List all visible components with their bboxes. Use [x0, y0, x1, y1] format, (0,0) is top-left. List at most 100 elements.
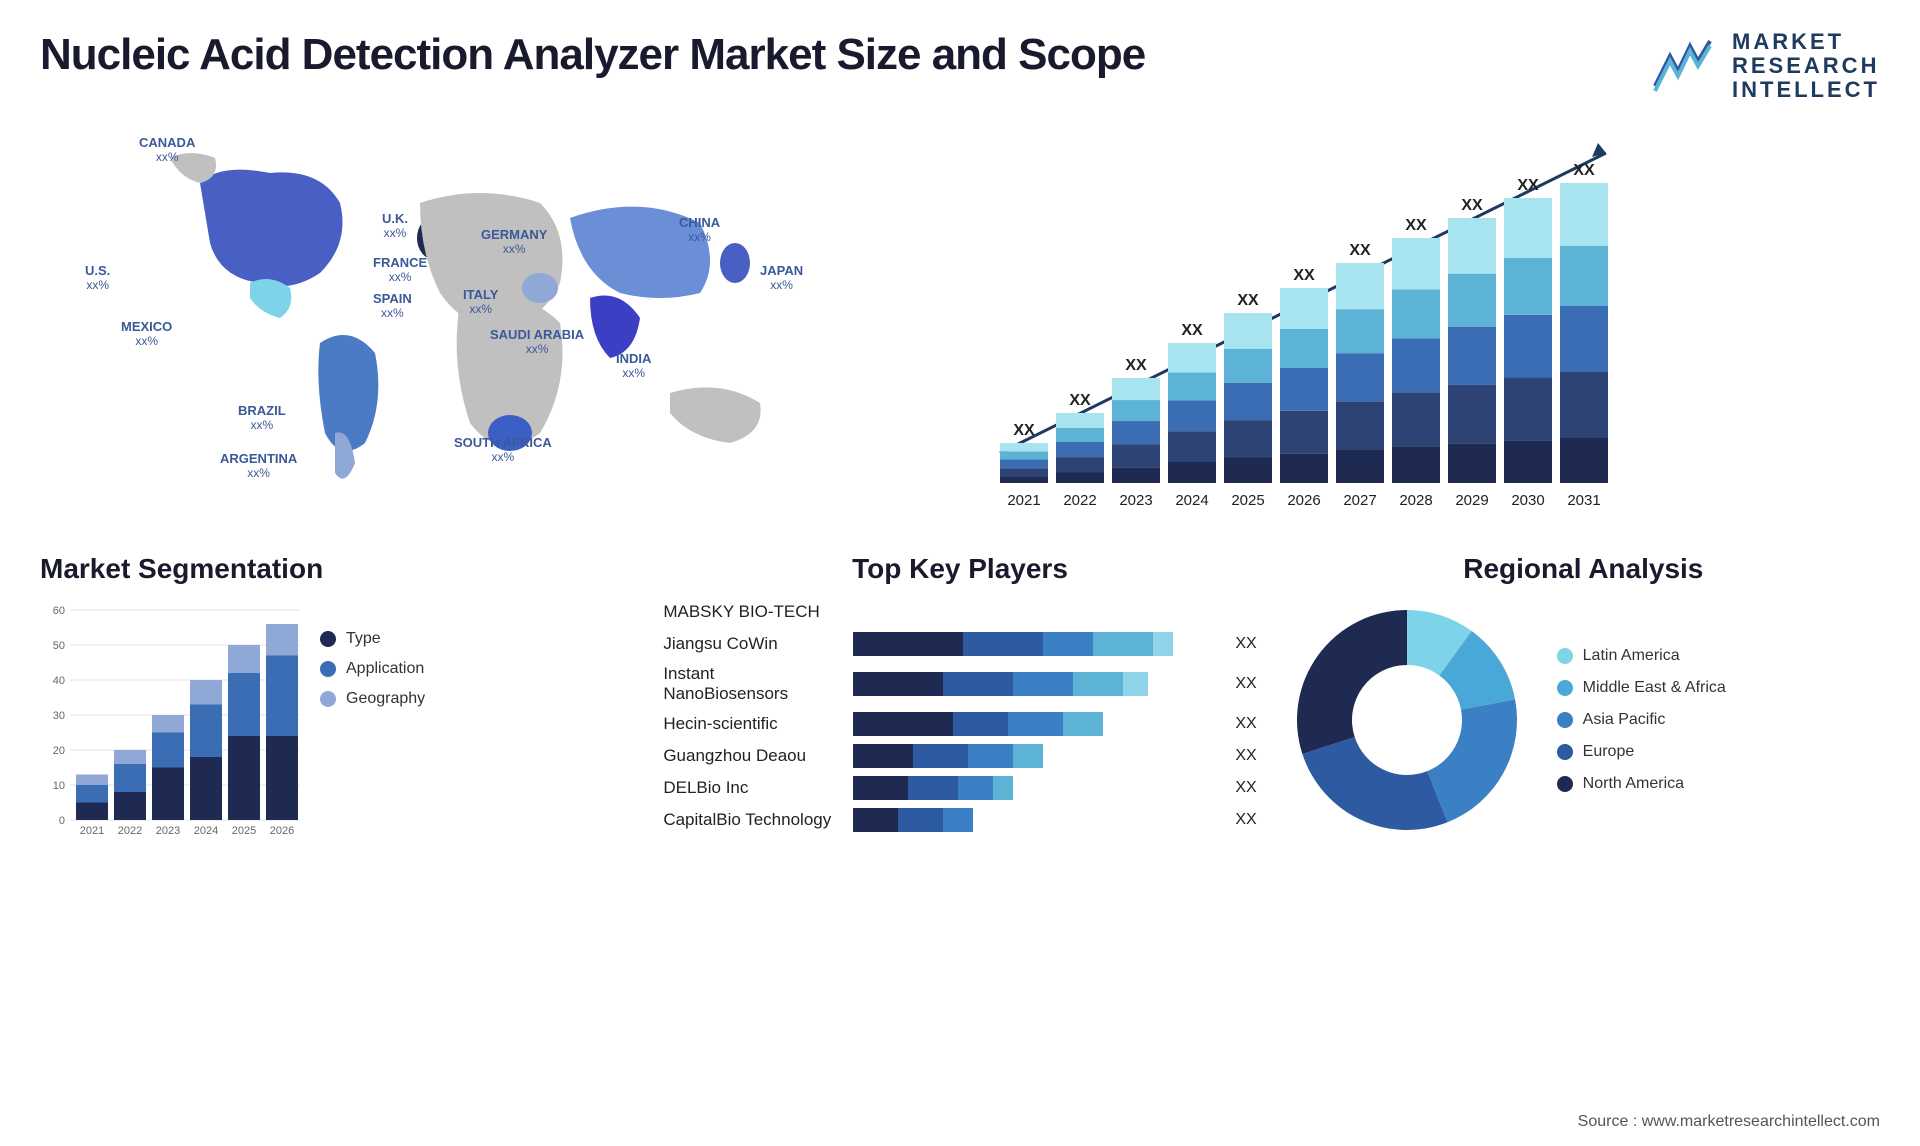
- legend-dot: [1557, 776, 1573, 792]
- growth-bar-label: XX: [1293, 267, 1315, 284]
- growth-bar-seg: [1504, 198, 1552, 258]
- legend-dot: [1557, 744, 1573, 760]
- growth-chart-svg: XX2021XX2022XX2023XX2024XX2025XX2026XX20…: [980, 123, 1640, 523]
- key-player-row: Guangzhou DeaouXX: [663, 744, 1256, 768]
- svg-text:2022: 2022: [118, 825, 142, 837]
- country-label: INDIAxx%: [616, 351, 651, 381]
- country-label: U.K.xx%: [382, 211, 408, 241]
- growth-bar-seg: [1448, 443, 1496, 483]
- growth-bar-seg: [1392, 392, 1440, 446]
- key-player-bar-seg: [853, 672, 943, 696]
- seg-bar: [76, 774, 108, 785]
- growth-year-label: 2021: [1007, 492, 1040, 509]
- country-label: U.S.xx%: [85, 263, 110, 293]
- key-player-bar-seg: [898, 808, 943, 832]
- growth-bar-seg: [1168, 372, 1216, 400]
- growth-bar-seg: [1504, 257, 1552, 314]
- growth-bar-seg: [1056, 413, 1104, 428]
- country-label: CHINAxx%: [679, 215, 720, 245]
- seg-bar: [114, 764, 146, 792]
- country-label: MEXICOxx%: [121, 319, 172, 349]
- donut-segment: [1427, 699, 1517, 822]
- page-title: Nucleic Acid Detection Analyzer Market S…: [40, 30, 1145, 80]
- key-player-name: CapitalBio Technology: [663, 810, 843, 830]
- key-player-bar-seg: [943, 672, 1013, 696]
- growth-bar-seg: [1336, 263, 1384, 309]
- key-player-bar: [853, 744, 1217, 768]
- country-label: JAPANxx%: [760, 263, 803, 293]
- key-player-bar-seg: [908, 776, 958, 800]
- map-us-south: [250, 279, 291, 318]
- regional-title: Regional Analysis: [1287, 553, 1880, 585]
- svg-text:20: 20: [53, 745, 65, 757]
- growth-bar-seg: [1280, 410, 1328, 453]
- key-players-title: Top Key Players: [663, 553, 1256, 585]
- growth-bar-seg: [1000, 451, 1048, 459]
- seg-bar: [266, 655, 298, 736]
- key-player-row: Instant NanoBiosensors XX: [663, 664, 1256, 704]
- key-player-bar-seg: [1093, 632, 1153, 656]
- seg-bar: [266, 624, 298, 656]
- svg-text:30: 30: [53, 710, 65, 722]
- country-label: SOUTH AFRICAxx%: [454, 435, 552, 465]
- seg-bar: [228, 673, 260, 736]
- key-player-bar-seg: [1063, 712, 1103, 736]
- key-player-bar-seg: [853, 632, 963, 656]
- key-player-bar-seg: [1013, 672, 1073, 696]
- country-label: ITALYxx%: [463, 287, 498, 317]
- regional-legend-item: North America: [1557, 775, 1726, 793]
- key-player-bar-seg: [853, 808, 898, 832]
- legend-label: Type: [346, 630, 381, 648]
- key-player-bar-seg: [958, 776, 993, 800]
- world-map-section: CANADAxx%U.S.xx%MEXICOxx%BRAZILxx%ARGENT…: [40, 123, 940, 523]
- growth-year-label: 2023: [1119, 492, 1152, 509]
- growth-bar-seg: [1224, 382, 1272, 419]
- key-player-bar-seg: [1043, 632, 1093, 656]
- key-player-bar-seg: [943, 808, 973, 832]
- svg-text:2021: 2021: [80, 825, 104, 837]
- seg-bar: [228, 645, 260, 673]
- growth-bar-label: XX: [1461, 197, 1483, 214]
- country-label: SPAINxx%: [373, 291, 412, 321]
- logo-icon: [1650, 36, 1720, 96]
- svg-text:50: 50: [53, 640, 65, 652]
- key-players-section: Top Key Players MABSKY BIO-TECHJiangsu C…: [663, 553, 1256, 840]
- growth-bar-seg: [1504, 377, 1552, 440]
- growth-bar-seg: [1000, 468, 1048, 477]
- key-player-value: XX: [1235, 715, 1256, 733]
- country-label: CANADAxx%: [139, 135, 195, 165]
- country-label: GERMANYxx%: [481, 227, 547, 257]
- growth-bar-seg: [1392, 338, 1440, 392]
- logo-line2: RESEARCH: [1732, 54, 1880, 78]
- svg-text:60: 60: [53, 605, 65, 617]
- key-player-name: Instant NanoBiosensors: [663, 664, 843, 704]
- growth-bar-seg: [1560, 438, 1608, 483]
- key-player-bar-seg: [853, 776, 908, 800]
- growth-bar-seg: [1392, 238, 1440, 289]
- growth-bar-seg: [1392, 446, 1440, 483]
- seg-bar: [190, 704, 222, 757]
- source-text: Source : www.marketresearchintellect.com: [1578, 1113, 1880, 1131]
- key-player-value: XX: [1235, 675, 1256, 693]
- growth-bar-seg: [1392, 289, 1440, 338]
- seg-bar: [266, 736, 298, 820]
- growth-bar-seg: [1056, 441, 1104, 456]
- seg-bar: [152, 767, 184, 820]
- legend-label: Geography: [346, 690, 425, 708]
- header: Nucleic Acid Detection Analyzer Market S…: [40, 30, 1880, 103]
- growth-bar-seg: [1168, 400, 1216, 431]
- top-row: CANADAxx%U.S.xx%MEXICOxx%BRAZILxx%ARGENT…: [40, 123, 1880, 523]
- regional-legend-item: Latin America: [1557, 647, 1726, 665]
- growth-bar-seg: [1336, 309, 1384, 353]
- growth-bar-seg: [1280, 329, 1328, 368]
- growth-bar-seg: [1224, 348, 1272, 382]
- growth-bar-label: XX: [1237, 292, 1259, 309]
- key-player-name: DELBio Inc: [663, 778, 843, 798]
- growth-bar-seg: [1112, 400, 1160, 421]
- seg-bar: [114, 792, 146, 820]
- key-player-bar: [853, 600, 1256, 624]
- key-player-name: MABSKY BIO-TECH: [663, 602, 843, 622]
- seg-bar: [228, 736, 260, 820]
- map-india: [590, 295, 640, 358]
- growth-year-label: 2027: [1343, 492, 1376, 509]
